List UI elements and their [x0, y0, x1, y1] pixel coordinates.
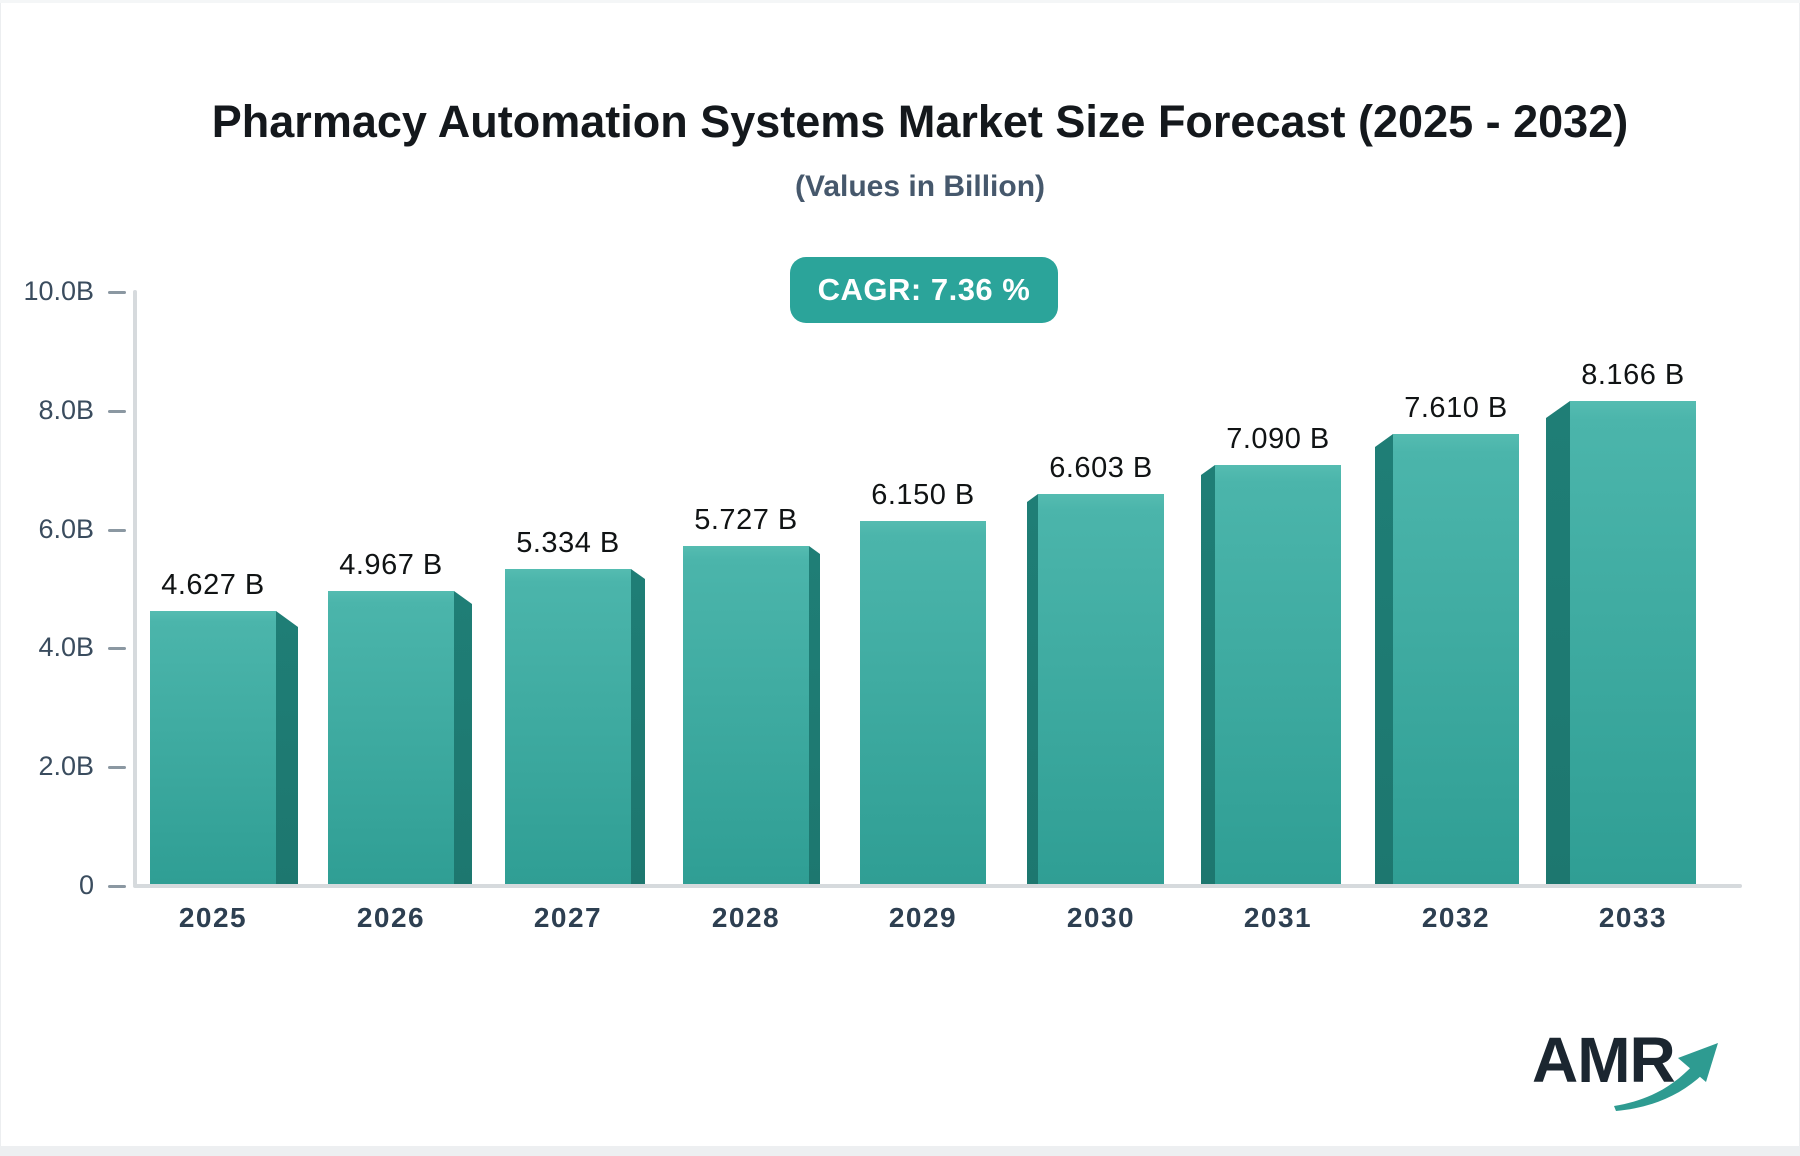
bar-2027	[505, 569, 631, 886]
bar-2030	[1038, 494, 1164, 886]
x-axis-label-2029: 2029	[888, 902, 958, 933]
bar-2033	[1570, 401, 1696, 886]
bar-2029	[860, 521, 986, 886]
bar-value-label: 4.627 B	[161, 569, 265, 601]
cagr-badge: CAGR: 7.36 %	[790, 257, 1058, 323]
bar-value-label: 5.334 B	[516, 527, 620, 559]
y-axis-tick-mark	[108, 647, 126, 650]
bar-side-face-2033	[1546, 401, 1570, 886]
bar-value-label: 6.603 B	[1049, 452, 1153, 484]
y-axis-tick-mark	[108, 766, 126, 769]
bar-value-label: 7.610 B	[1404, 392, 1508, 424]
x-axis-label-2025: 2025	[178, 902, 248, 933]
bar-side-face-2030	[1027, 494, 1038, 886]
y-axis-tick-mark	[108, 291, 126, 294]
bar-value-label: 4.967 B	[339, 549, 443, 581]
cagr-badge-label: CAGR: 7.36 %	[817, 272, 1031, 307]
bar-2028	[683, 546, 809, 886]
y-axis-tick-label: 4.0B	[38, 632, 94, 662]
x-axis-label-2032: 2032	[1421, 902, 1491, 933]
growth-arrow-icon	[1614, 1043, 1718, 1111]
y-axis-tick-label: 6.0B	[38, 514, 94, 544]
y-axis-tick-mark	[108, 410, 126, 413]
x-axis-label-2030: 2030	[1066, 902, 1136, 933]
amr-logo-text: AMR	[1532, 1024, 1676, 1096]
bar-value-label: 5.727 B	[694, 504, 798, 536]
y-axis-tick-label: 10.0B	[23, 276, 94, 306]
y-axis-tick-mark	[108, 885, 126, 888]
bar-2026	[328, 591, 454, 886]
bar-side-face-2025	[276, 611, 298, 886]
bar-side-face-2028	[809, 546, 820, 886]
y-axis-tick-label: 8.0B	[38, 395, 94, 425]
page-subtitle: (Values in Billion)	[794, 170, 1046, 203]
amr-logo: AMR	[1532, 1028, 1742, 1128]
bar-2032	[1393, 434, 1519, 886]
y-axis-tick-label: 2.0B	[38, 751, 94, 781]
y-axis-tick-label: 0	[78, 870, 94, 900]
bar-side-face-2032	[1375, 434, 1393, 886]
bar-value-label: 8.166 B	[1581, 359, 1685, 391]
bar-value-label: 6.150 B	[871, 479, 975, 511]
x-axis-label-2026: 2026	[356, 902, 426, 933]
bar-2025	[150, 611, 276, 886]
top-edge-strip	[0, 0, 1800, 3]
bar-side-face-2026	[454, 591, 472, 886]
bar-side-face-2031	[1201, 465, 1215, 886]
x-axis-line	[133, 884, 1742, 888]
x-axis-label-2027: 2027	[533, 902, 603, 933]
bar-side-face-2027	[631, 569, 645, 886]
y-axis-line	[133, 290, 137, 886]
x-axis-label-2028: 2028	[711, 902, 781, 933]
bar-value-label: 7.090 B	[1226, 423, 1330, 455]
bottom-edge-strip	[0, 1146, 1800, 1156]
x-axis-label-2031: 2031	[1243, 902, 1313, 933]
y-axis-tick-mark	[108, 529, 126, 532]
page-title: Pharmacy Automation Systems Market Size …	[211, 96, 1629, 147]
x-axis-label-2033: 2033	[1598, 902, 1668, 933]
bar-2031	[1215, 465, 1341, 886]
